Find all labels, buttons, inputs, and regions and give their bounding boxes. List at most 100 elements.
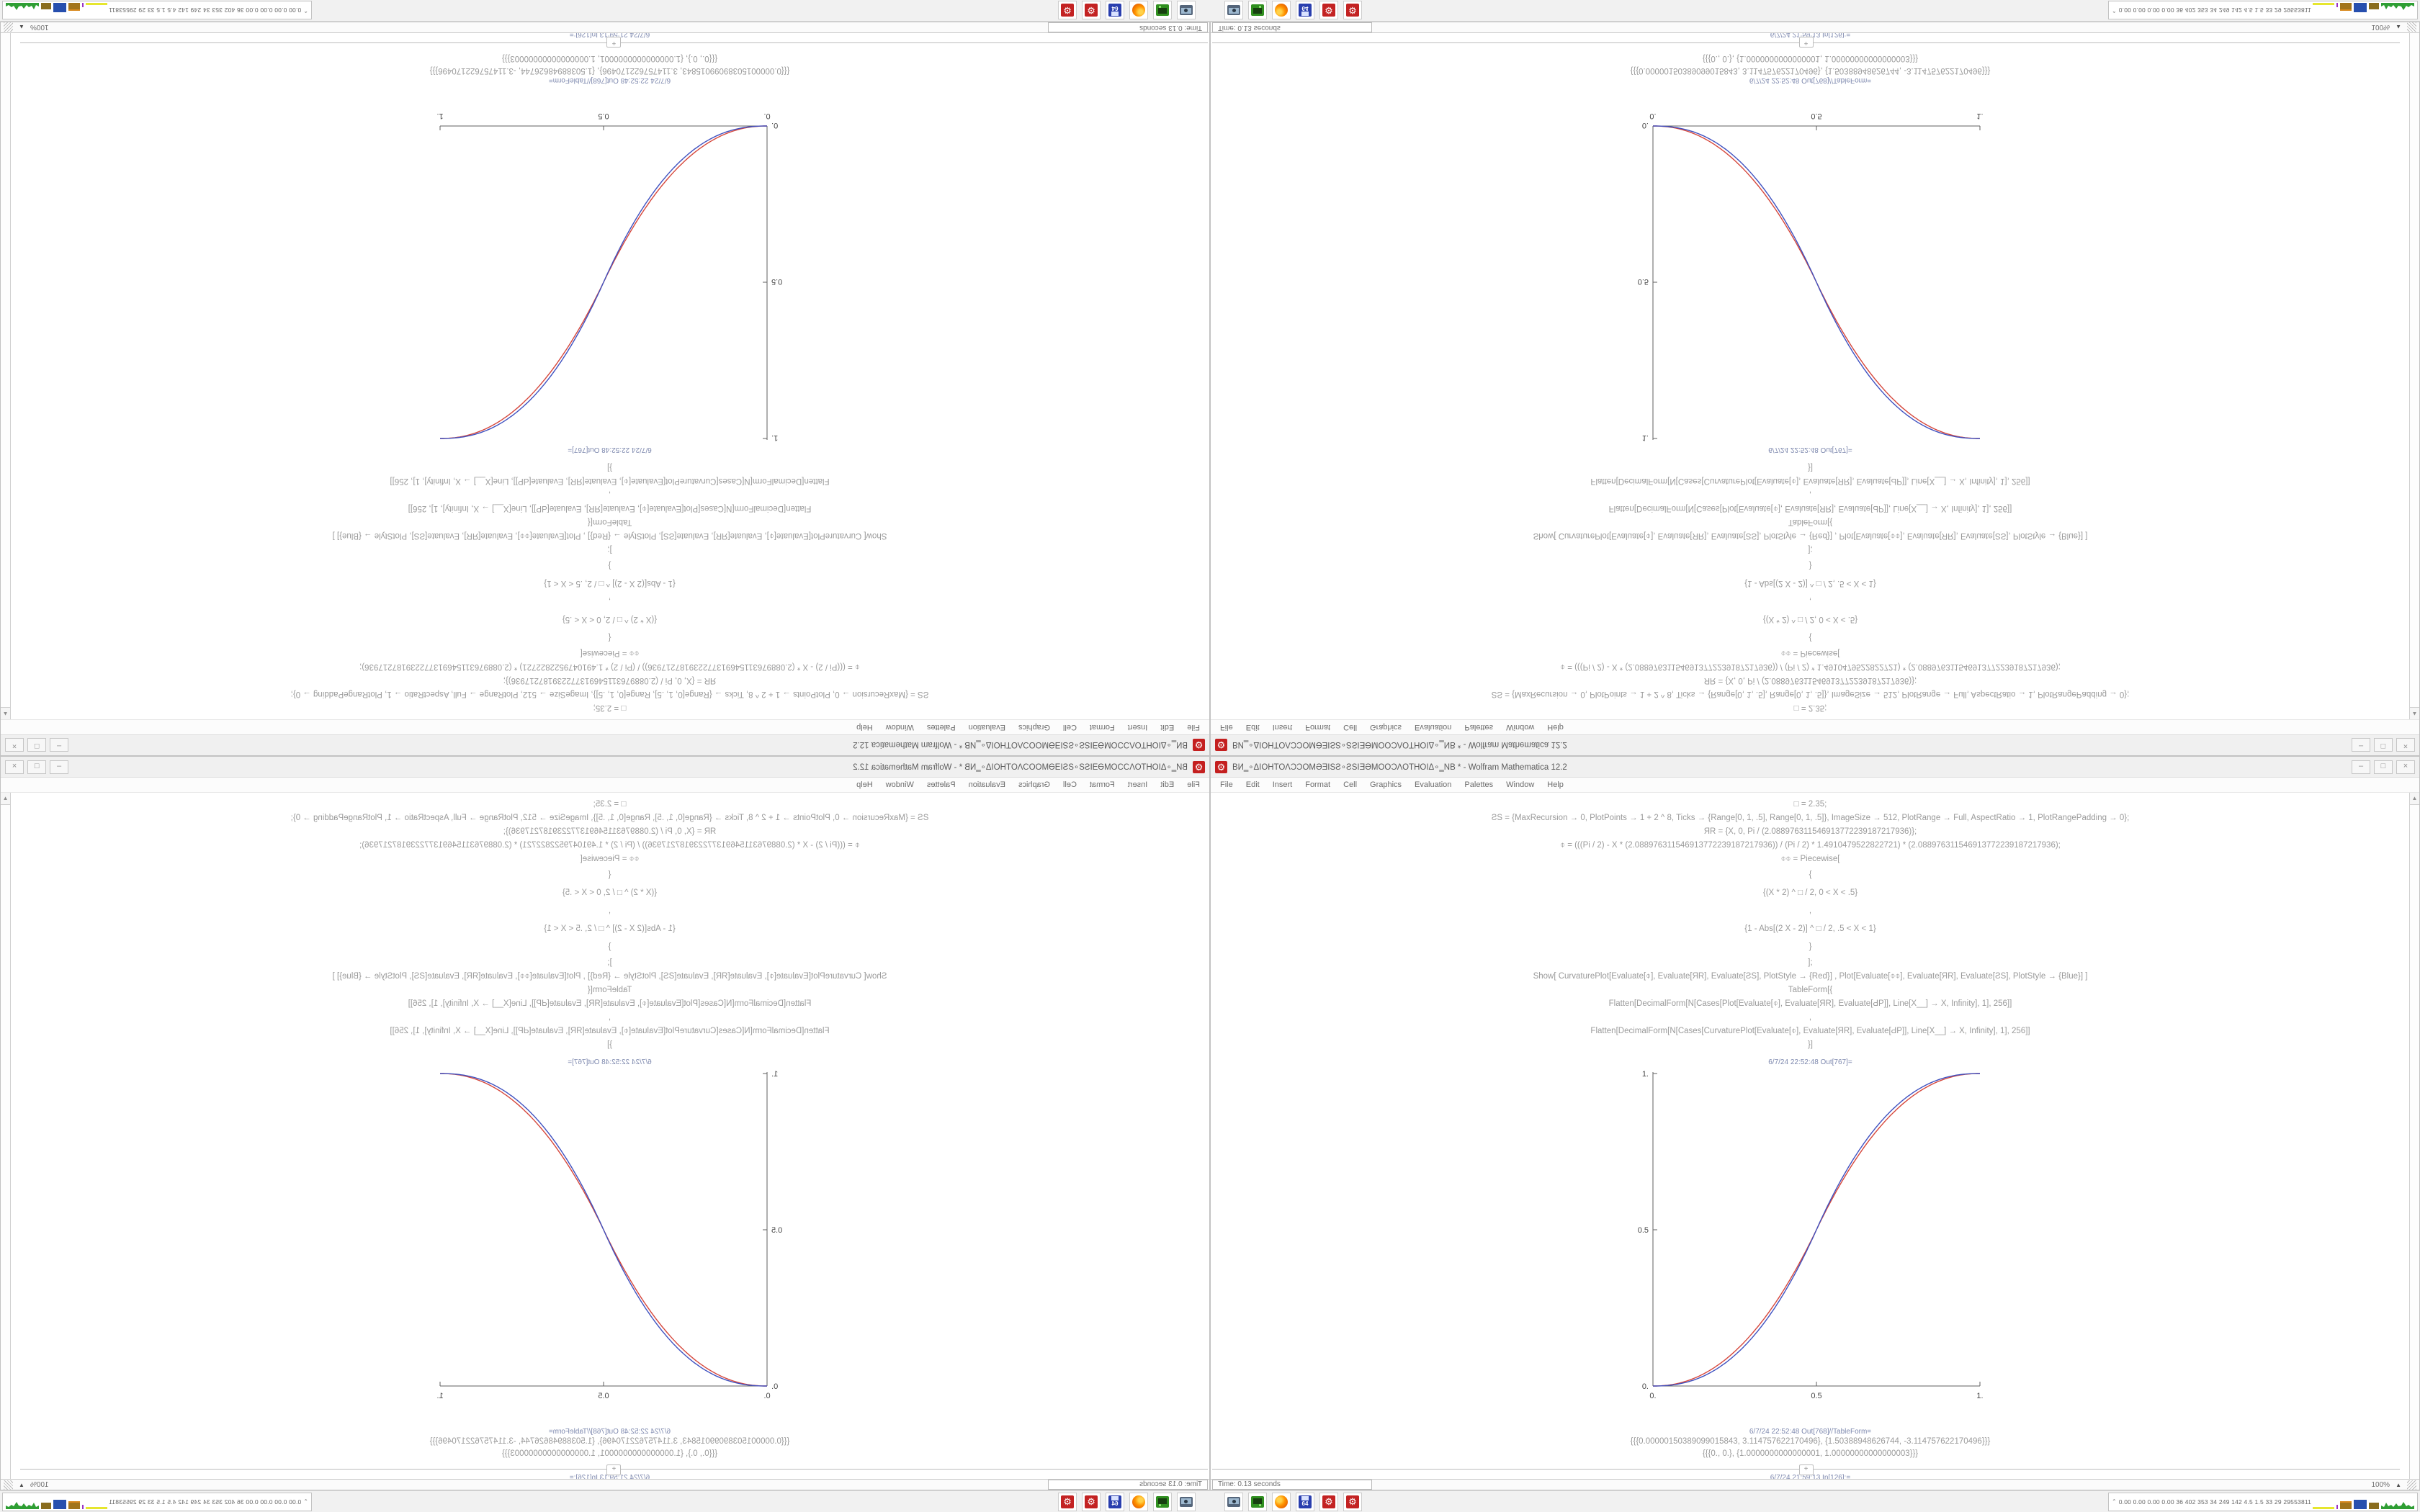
menu-item-evaluation[interactable]: Evaluation	[1415, 723, 1452, 732]
maximize-button[interactable]: □	[27, 760, 46, 774]
window-titlebar[interactable]: ⚙ ВИ‗∘ΔΙΟΗΤΟΛƆƆΟΜƏƎΙSƧ∘ƧSΙƎƏΜΟΟƆΛΟΤΗΟΙΔ∘…	[1211, 734, 2419, 755]
close-button[interactable]: ×	[5, 738, 24, 752]
cell-insertion-bar[interactable]: +	[20, 1464, 1208, 1475]
scrollbar-up-icon[interactable]: ▲	[2410, 793, 2419, 805]
settings-launcher-1[interactable]: ⚙	[1319, 1, 1338, 19]
settings-launcher-2[interactable]: ⚙	[1058, 1, 1077, 19]
zoom-arrow-icon[interactable]: ▲	[19, 24, 24, 31]
menu-item-format[interactable]: Format	[1305, 723, 1331, 732]
vertical-scrollbar[interactable]: ▲	[1, 33, 11, 719]
settings-launcher-2[interactable]: ⚙	[1058, 1493, 1077, 1511]
maximize-button[interactable]: □	[27, 738, 46, 752]
menu-item-palettes[interactable]: Palettes	[926, 780, 956, 789]
menu-item-evaluation[interactable]: Evaluation	[968, 723, 1005, 732]
menu-item-window[interactable]: Window	[1506, 780, 1535, 789]
close-button[interactable]: ×	[5, 760, 24, 774]
insert-cell-plus-icon[interactable]: +	[1798, 1464, 1814, 1475]
cell-insertion-bar[interactable]: +	[20, 37, 1208, 48]
settings-launcher-1[interactable]: ⚙	[1319, 1493, 1338, 1511]
zoom-arrow-icon[interactable]: ▲	[19, 1481, 24, 1488]
zoom-level[interactable]: 100%	[30, 1480, 49, 1489]
menu-item-palettes[interactable]: Palettes	[1464, 780, 1494, 789]
input-cell[interactable]: □ = 2.35; ƧS = {MaxRecursion → 0, PlotPo…	[1211, 798, 2410, 1052]
menu-item-graphics[interactable]: Graphics	[1370, 723, 1402, 732]
menu-item-insert[interactable]: Insert	[1127, 780, 1148, 789]
close-button[interactable]: ×	[2396, 738, 2415, 752]
scrollbar-up-icon[interactable]: ▲	[2410, 707, 2419, 719]
minimize-button[interactable]: –	[50, 760, 68, 774]
floppy-64-launcher[interactable]: 64	[1106, 1, 1124, 19]
input-cell[interactable]: □ = 2.35; ƧS = {MaxRecursion → 0, PlotPo…	[10, 460, 1209, 714]
menu-item-edit[interactable]: Edit	[1245, 780, 1260, 789]
minimize-button[interactable]: –	[2352, 760, 2370, 774]
window-titlebar[interactable]: ⚙ ВИ‗∘ΔΙΟΗΤΟΛƆƆΟΜƏƎΙSƧ∘ƧSΙƎƏΜΟΟƆΛΟΤΗΟΙΔ∘…	[1211, 757, 2419, 778]
menu-item-file[interactable]: File	[1187, 780, 1200, 789]
menu-item-format[interactable]: Format	[1089, 780, 1115, 789]
menu-item-cell[interactable]: Cell	[1343, 780, 1358, 789]
collapse-icon[interactable]: ⌃	[303, 7, 308, 14]
scrollbar-up-icon[interactable]: ▲	[1, 793, 10, 805]
maximize-button[interactable]: □	[2374, 760, 2393, 774]
zoom-level[interactable]: 100%	[2371, 23, 2390, 32]
emulator-launcher[interactable]	[1153, 1, 1172, 19]
menu-item-insert[interactable]: Insert	[1127, 723, 1148, 732]
vertical-scrollbar[interactable]: ▲	[2409, 793, 2419, 1479]
cell-insertion-bar[interactable]: +	[1212, 1464, 2400, 1475]
floppy-64-launcher[interactable]: 64	[1296, 1493, 1314, 1511]
zoom-arrow-icon[interactable]: ▲	[2396, 1481, 2401, 1488]
settings-launcher-2[interactable]: ⚙	[1343, 1493, 1362, 1511]
collapse-icon[interactable]: ⌃	[2112, 1498, 2117, 1505]
resize-grip[interactable]	[2407, 1480, 2416, 1490]
menu-item-file[interactable]: File	[1220, 723, 1233, 732]
menu-item-window[interactable]: Window	[1506, 723, 1535, 732]
menu-item-evaluation[interactable]: Evaluation	[968, 780, 1005, 789]
emulator-launcher[interactable]	[1248, 1, 1267, 19]
menu-item-evaluation[interactable]: Evaluation	[1415, 780, 1452, 789]
input-cell[interactable]: □ = 2.35; ƧS = {MaxRecursion → 0, PlotPo…	[10, 798, 1209, 1052]
input-cell[interactable]: □ = 2.35; ƧS = {MaxRecursion → 0, PlotPo…	[1211, 460, 2410, 714]
settings-launcher-2[interactable]: ⚙	[1343, 1, 1362, 19]
zoom-level[interactable]: 100%	[30, 23, 49, 32]
menu-item-format[interactable]: Format	[1089, 723, 1115, 732]
resize-grip[interactable]	[4, 1480, 13, 1490]
menu-item-format[interactable]: Format	[1305, 780, 1331, 789]
collapse-icon[interactable]: ⌃	[2112, 7, 2117, 14]
screenshot-tool-launcher[interactable]	[1177, 1, 1196, 19]
maximize-button[interactable]: □	[2374, 738, 2393, 752]
menu-item-graphics[interactable]: Graphics	[1018, 723, 1050, 732]
insert-cell-plus-icon[interactable]: +	[606, 1464, 622, 1475]
menu-item-cell[interactable]: Cell	[1343, 723, 1358, 732]
vertical-scrollbar[interactable]: ▲	[1, 793, 11, 1479]
insert-cell-plus-icon[interactable]: +	[1798, 37, 1814, 48]
minimize-button[interactable]: –	[2352, 738, 2370, 752]
collapse-icon[interactable]: ⌃	[303, 1498, 308, 1505]
menu-item-file[interactable]: File	[1187, 723, 1200, 732]
menu-item-help[interactable]: Help	[856, 780, 873, 789]
menu-item-palettes[interactable]: Palettes	[926, 723, 956, 732]
menu-item-graphics[interactable]: Graphics	[1018, 780, 1050, 789]
settings-launcher-1[interactable]: ⚙	[1082, 1493, 1101, 1511]
menu-item-help[interactable]: Help	[1547, 780, 1564, 789]
window-titlebar[interactable]: ⚙ ВИ‗∘ΔΙΟΗΤΟΛƆƆΟΜƏƎΙSƧ∘ƧSΙƎƏΜΟΟƆΛΟΤΗΟΙΔ∘…	[1, 757, 1209, 778]
vertical-scrollbar[interactable]: ▲	[2409, 33, 2419, 719]
emulator-launcher[interactable]	[1153, 1493, 1172, 1511]
resize-grip[interactable]	[4, 22, 13, 32]
zoom-level[interactable]: 100%	[2371, 1480, 2390, 1489]
insert-cell-plus-icon[interactable]: +	[606, 37, 622, 48]
firefox-launcher[interactable]	[1129, 1493, 1148, 1511]
window-titlebar[interactable]: ⚙ ВИ‗∘ΔΙΟΗΤΟΛƆƆΟΜƏƎΙSƧ∘ƧSΙƎƏΜΟΟƆΛΟΤΗΟΙΔ∘…	[1, 734, 1209, 755]
system-monitor-widget[interactable]: ⌃ 0.00 0.00 0.00 0.00 36 402 353 34 249 …	[2108, 1493, 2418, 1511]
menu-item-insert[interactable]: Insert	[1272, 780, 1293, 789]
system-monitor-widget[interactable]: ⌃ 0.00 0.00 0.00 0.00 36 402 353 34 249 …	[2, 1, 312, 19]
menu-item-graphics[interactable]: Graphics	[1370, 780, 1402, 789]
menu-item-window[interactable]: Window	[885, 780, 914, 789]
menu-item-edit[interactable]: Edit	[1160, 723, 1175, 732]
firefox-launcher[interactable]	[1129, 1, 1148, 19]
settings-launcher-1[interactable]: ⚙	[1082, 1, 1101, 19]
cell-insertion-bar[interactable]: +	[1212, 37, 2400, 48]
minimize-button[interactable]: –	[50, 738, 68, 752]
scrollbar-up-icon[interactable]: ▲	[1, 707, 10, 719]
menu-item-edit[interactable]: Edit	[1245, 723, 1260, 732]
screenshot-tool-launcher[interactable]	[1224, 1493, 1243, 1511]
firefox-launcher[interactable]	[1272, 1493, 1291, 1511]
